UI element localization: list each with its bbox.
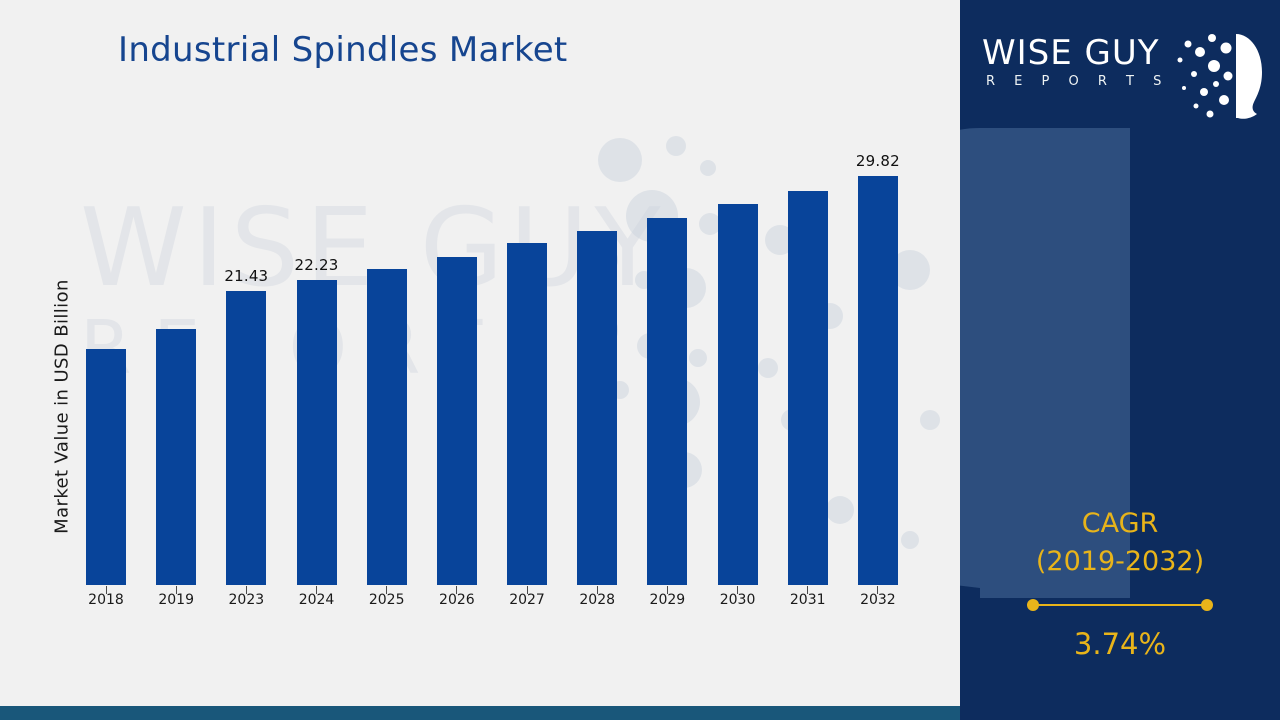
x-axis-tick — [386, 586, 388, 594]
bottom-accent-strip — [0, 706, 960, 720]
x-axis-tick-label: 2027 — [509, 592, 545, 608]
bar[interactable] — [717, 204, 758, 585]
bar-slot — [493, 160, 561, 594]
bar-slot — [704, 160, 772, 594]
x-axis-tick-label: 2025 — [368, 592, 405, 608]
x-axis-tick-label: 2018 — [88, 592, 124, 608]
cagr-range: (2019-2032) — [1035, 546, 1205, 577]
bar-slot — [774, 160, 842, 594]
logo-dot-head-icon — [1177, 34, 1262, 119]
bar[interactable] — [647, 218, 688, 585]
bar-series: 21.43 22.23 29.82 — [72, 152, 912, 594]
brand-logo: WISE GUY R E P O R T S — [974, 34, 1266, 120]
bar-slot — [563, 160, 631, 594]
bar-value-label: 29.82 — [855, 152, 900, 170]
x-axis-tick — [105, 586, 107, 594]
bar[interactable] — [156, 329, 197, 585]
bar[interactable] — [857, 176, 898, 585]
divider-dot-right — [1201, 599, 1213, 611]
bar[interactable] — [366, 269, 407, 585]
bar[interactable] — [577, 231, 618, 585]
bar-slot — [72, 160, 140, 594]
bar[interactable] — [86, 349, 126, 585]
x-axis-tick-label: 2028 — [579, 592, 616, 608]
bar-slot: 21.43 — [212, 160, 280, 594]
bar-slot: 29.82 — [844, 152, 912, 594]
x-axis-tick-label: 2029 — [649, 592, 686, 608]
cagr-divider — [1027, 599, 1213, 611]
x-axis-tick — [316, 586, 318, 594]
bar-slot — [353, 160, 421, 594]
x-axis-tick — [666, 586, 668, 594]
chart-title: Industrial Spindles Market — [118, 30, 568, 70]
cagr-value: 3.74% — [1073, 627, 1167, 661]
x-axis-tick-label: 2019 — [158, 592, 194, 608]
y-axis-label: Market Value in USD Billion — [51, 279, 73, 534]
x-axis-tick — [245, 586, 247, 594]
x-axis-tick — [175, 586, 177, 594]
bar-slot: 22.23 — [283, 160, 351, 594]
bar-slot — [142, 160, 210, 594]
bar-slot — [633, 160, 701, 594]
head-silhouette-icon — [960, 128, 1130, 598]
x-axis-tick — [526, 586, 528, 594]
x-axis-tick-label: 2023 — [228, 592, 265, 608]
logo-main-text: WISE GUY — [982, 33, 1160, 73]
logo-text: WISE GUY R E P O R T S — [982, 34, 1197, 92]
x-axis-tick — [456, 586, 458, 594]
x-axis-tick-label: 2031 — [789, 592, 826, 608]
divider-line — [1033, 604, 1207, 606]
x-axis-tick — [807, 586, 809, 594]
bar[interactable] — [436, 257, 477, 585]
x-axis-tick — [737, 586, 739, 594]
x-axis-tick — [596, 586, 598, 594]
bar[interactable] — [507, 243, 548, 585]
x-axis-tick-label: 2026 — [439, 592, 475, 608]
cagr-label: CAGR — [1081, 508, 1159, 539]
cagr-block: CAGR (2019-2032) 3.74% — [960, 505, 1280, 663]
bar-value-label: 21.43 — [224, 267, 269, 285]
bar[interactable] — [226, 291, 267, 585]
bar-slot — [423, 160, 491, 594]
x-axis-tick-label: 2032 — [860, 592, 896, 608]
brand-panel: WISE GUY R E P O R T S CAGR (2019-2032) — [960, 0, 1280, 720]
bar[interactable] — [296, 280, 337, 585]
logo-sub-text: R E P O R T S — [986, 74, 1169, 89]
chart-plot-area: 21.43 22.23 29.82 — [72, 152, 912, 594]
x-axis-labels: 2018 2019 2023 2024 2025 2026 2027 2028 2029 2030… — [72, 592, 912, 608]
x-axis-tick-label: 2024 — [298, 592, 335, 608]
x-axis-tick-label: 2030 — [719, 592, 756, 608]
bar[interactable] — [787, 191, 828, 585]
x-axis-tick — [877, 586, 879, 594]
bar-value-label: 22.23 — [294, 256, 339, 274]
